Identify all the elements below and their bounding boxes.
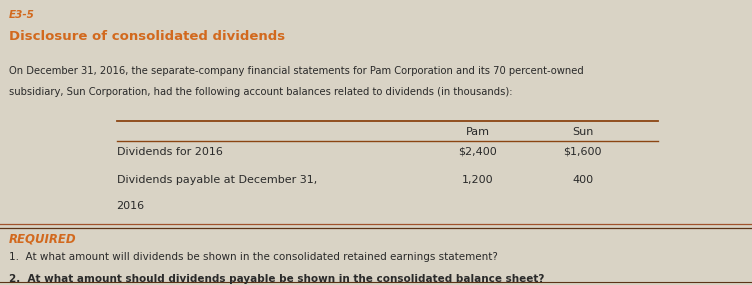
Text: subsidiary, Sun Corporation, had the following account balances related to divid: subsidiary, Sun Corporation, had the fol… — [9, 87, 513, 97]
Text: Disclosure of consolidated dividends: Disclosure of consolidated dividends — [9, 30, 285, 43]
Text: $2,400: $2,400 — [458, 147, 497, 157]
Text: E3-5: E3-5 — [9, 10, 35, 20]
Text: 1,200: 1,200 — [462, 175, 493, 185]
Text: 2016: 2016 — [117, 201, 144, 211]
Text: 2.  At what amount should dividends payable be shown in the consolidated balance: 2. At what amount should dividends payab… — [9, 274, 544, 284]
Text: Sun: Sun — [572, 127, 593, 137]
Text: REQUIRED: REQUIRED — [9, 232, 77, 245]
Text: On December 31, 2016, the separate-company financial statements for Pam Corporat: On December 31, 2016, the separate-compa… — [9, 66, 584, 76]
Text: Pam: Pam — [465, 127, 490, 137]
Text: Dividends for 2016: Dividends for 2016 — [117, 147, 223, 157]
Text: 1.  At what amount will dividends be shown in the consolidated retained earnings: 1. At what amount will dividends be show… — [9, 252, 498, 262]
Text: Dividends payable at December 31,: Dividends payable at December 31, — [117, 175, 317, 185]
Text: 400: 400 — [572, 175, 593, 185]
Text: $1,600: $1,600 — [563, 147, 602, 157]
